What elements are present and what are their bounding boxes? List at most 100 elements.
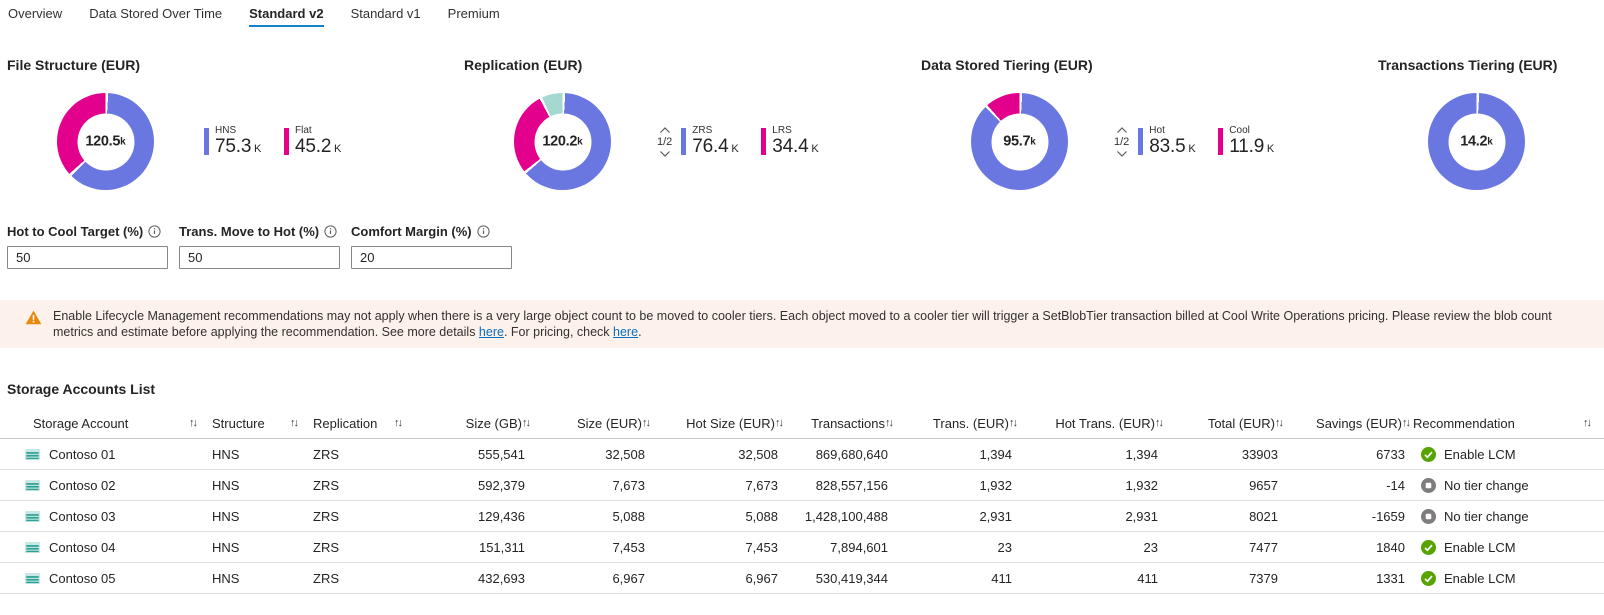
col-header-structure[interactable]: Structure ↑↓ (210, 408, 311, 439)
sort-icon[interactable]: ↑↓ (1155, 417, 1164, 429)
account-cell: Contoso 03 (0, 500, 210, 532)
legend-item-flat: Flat 45.2 K (284, 125, 364, 158)
legend-swatch (284, 128, 289, 155)
legend-swatch (1218, 128, 1224, 155)
legend-page-up-icon[interactable] (1116, 126, 1128, 134)
donut-total-value: 95.7 (1003, 133, 1031, 150)
info-icon[interactable] (477, 225, 490, 238)
sort-icon[interactable]: ↑↓ (522, 417, 531, 429)
cell-hot_trans_eur: 411 (1018, 562, 1164, 594)
cell-hot_trans_eur: 2,931 (1018, 500, 1164, 532)
donut-total-unit: k (1487, 136, 1493, 147)
legend-label: Cool (1229, 125, 1250, 136)
sort-icon[interactable]: ↑↓ (642, 417, 651, 429)
no-change-icon (1421, 508, 1436, 524)
col-header-storage-account[interactable]: Storage Account ↑↓ (0, 408, 210, 439)
donut-transactions-tiering-eur[interactable]: 14.2 k (1428, 93, 1525, 190)
storage-account-icon (25, 479, 40, 491)
sort-icon[interactable]: ↑↓ (1275, 417, 1284, 429)
table-row-contoso-05[interactable]: Contoso 05 HNS ZRS 432,693 6,967 6,967 530,419… (0, 562, 1604, 594)
cell-hot_size_eur: 6,967 (651, 562, 784, 594)
cell-size_eur: 5,088 (531, 500, 651, 532)
recommendation-cell: Enable LCM (1411, 438, 1604, 470)
table-row-contoso-03[interactable]: Contoso 03 HNS ZRS 129,436 5,088 5,088 1,428,1… (0, 500, 1604, 532)
cell-total_eur: 9657 (1164, 469, 1284, 501)
cell-structure: HNS (210, 531, 311, 563)
trans-move-to-hot-input[interactable] (179, 246, 340, 269)
col-header-size-gb[interactable]: Size (GB) ↑↓ (415, 408, 531, 439)
col-header-content: Recommendation ↑↓ (1411, 416, 1604, 431)
tab-standard-v2[interactable]: Standard v2 (249, 6, 324, 27)
legend-page-indicator: 1/2 (1114, 135, 1130, 148)
sort-icon[interactable]: ↑↓ (775, 417, 784, 429)
hot-to-cool-target-input[interactable] (7, 246, 168, 269)
legend-page-down-icon[interactable] (1116, 150, 1128, 158)
sort-icon[interactable]: ↑↓ (885, 417, 894, 429)
chart-card-replication-eur: Replication (EUR) 120.2 k 1/2 ZRS 76.4 K LRS 34… (457, 57, 914, 190)
legend-swatch (761, 128, 767, 155)
cell-size_eur: 6,967 (531, 562, 651, 594)
col-header-label: Savings (EUR) (1316, 415, 1402, 431)
col-header-trans-eur[interactable]: Trans. (EUR) ↑↓ (894, 408, 1018, 439)
sort-icon[interactable]: ↑↓ (1583, 417, 1592, 429)
no-change-icon (1421, 477, 1436, 493)
col-header-total-eur[interactable]: Total (EUR) ↑↓ (1164, 408, 1284, 439)
sort-icon[interactable]: ↑↓ (290, 417, 299, 429)
chart-body: 14.2 k (1371, 93, 1604, 190)
recommendation-label: Enable LCM (1444, 446, 1516, 462)
legend-text: Hot 83.5 K (1149, 125, 1195, 158)
tab-standard-v1[interactable]: Standard v1 (350, 6, 421, 21)
legend-value-unit: K (728, 143, 739, 155)
col-header-transactions[interactable]: Transactions ↑↓ (784, 408, 894, 439)
donut-replication-eur[interactable]: 120.2 k (514, 93, 611, 190)
legend-page-up-icon[interactable] (659, 126, 671, 134)
table-row-contoso-01[interactable]: Contoso 01 HNS ZRS 555,541 32,508 32,508 869,6… (0, 438, 1604, 470)
sort-icon[interactable]: ↑↓ (394, 417, 403, 429)
col-header-recommendation[interactable]: Recommendation ↑↓ (1411, 408, 1604, 439)
legend-swatch (204, 128, 209, 155)
account-cell-content: Contoso 02 (0, 478, 210, 493)
cell-hot_size_eur: 7,673 (651, 469, 784, 501)
donut-file-structure-eur[interactable]: 120.5 k (57, 93, 154, 190)
cell-trans_eur: 2,931 (894, 500, 1018, 532)
col-header-content: Structure ↑↓ (210, 416, 311, 431)
sort-icon[interactable]: ↑↓ (189, 417, 198, 429)
cell-transactions: 7,894,601 (784, 531, 894, 563)
donut-data-stored-tiering-eur[interactable]: 95.7 k (971, 93, 1068, 190)
table-row-contoso-04[interactable]: Contoso 04 HNS ZRS 151,311 7,453 7,453 7,894,6… (0, 531, 1604, 563)
col-header-savings-eur[interactable]: Savings (EUR) ↑↓ (1284, 408, 1411, 439)
sort-icon[interactable]: ↑↓ (1402, 417, 1411, 429)
legend-value-number: 83.5 (1149, 136, 1186, 157)
comfort-margin-input[interactable] (351, 246, 512, 269)
table-body: Contoso 01 HNS ZRS 555,541 32,508 32,508 869,6… (0, 438, 1604, 594)
table-row-contoso-02[interactable]: Contoso 02 HNS ZRS 592,379 7,673 7,673 828,557… (0, 469, 1604, 501)
tab-overview[interactable]: Overview (8, 6, 63, 21)
chart-title: Data Stored Tiering (EUR) (921, 57, 1093, 73)
legend-item-lrs: LRS 34.4 K (761, 125, 841, 158)
cell-transactions: 1,428,100,488 (784, 500, 894, 532)
legend-page-down-icon[interactable] (659, 150, 671, 158)
legend-item-hot: Hot 83.5 K (1138, 125, 1218, 158)
col-header-hot-size-eur[interactable]: Hot Size (EUR) ↑↓ (651, 408, 784, 439)
legend-pagination: 1/2 (1114, 126, 1129, 158)
warning-link[interactable]: here (613, 325, 639, 339)
cell-transactions: 828,557,156 (784, 469, 894, 501)
warning-link[interactable]: here (478, 325, 504, 339)
recommendation-label: Enable LCM (1444, 570, 1516, 586)
info-icon[interactable] (148, 225, 161, 238)
sort-icon[interactable]: ↑↓ (1009, 417, 1018, 429)
col-header-size-eur[interactable]: Size (EUR) ↑↓ (531, 408, 651, 439)
col-header-hot-trans-eur[interactable]: Hot Trans. (EUR) ↑↓ (1018, 408, 1164, 439)
tab-data-stored-over-time[interactable]: Data Stored Over Time (89, 6, 223, 21)
cell-replication: ZRS (311, 531, 415, 563)
col-header-content: Size (GB) ↑↓ (415, 416, 531, 431)
legend-value-number: 34.4 (772, 136, 809, 157)
info-icon[interactable] (324, 225, 337, 238)
input-group-comfort-margin: Comfort Margin (%) (351, 224, 512, 269)
col-header-replication[interactable]: Replication ↑↓ (311, 408, 415, 439)
col-header-content: Transactions ↑↓ (784, 416, 894, 431)
chart-legend: Hot 83.5 K Cool 11.9 K (1138, 125, 1298, 158)
col-header-content: Total (EUR) ↑↓ (1164, 416, 1284, 431)
cell-hot_trans_eur: 1,932 (1018, 469, 1164, 501)
tab-premium[interactable]: Premium (447, 6, 500, 21)
